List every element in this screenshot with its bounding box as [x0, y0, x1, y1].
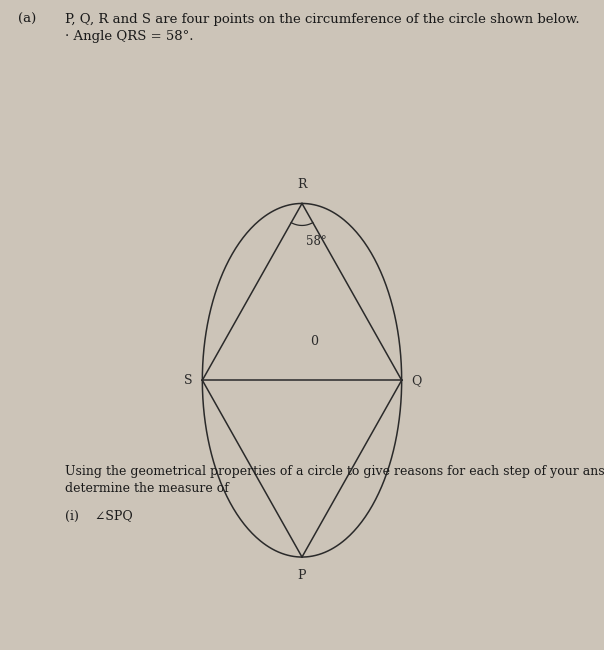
Text: R: R: [297, 179, 307, 192]
Text: (a): (a): [18, 13, 36, 26]
Text: P: P: [298, 569, 306, 582]
Text: (i)    ∠SPQ: (i) ∠SPQ: [65, 510, 133, 523]
Text: determine the measure of: determine the measure of: [65, 482, 229, 495]
Text: S: S: [184, 374, 192, 387]
Text: Using the geometrical properties of a circle to give reasons for each step of yo: Using the geometrical properties of a ci…: [65, 465, 604, 478]
Text: P, Q, R and S are four points on the circumference of the circle shown below.: P, Q, R and S are four points on the cir…: [65, 13, 580, 26]
Text: 0: 0: [310, 335, 318, 348]
Text: 58°: 58°: [306, 235, 327, 248]
Text: · Angle QRS = 58°.: · Angle QRS = 58°.: [65, 30, 193, 43]
Text: Q: Q: [412, 374, 422, 387]
